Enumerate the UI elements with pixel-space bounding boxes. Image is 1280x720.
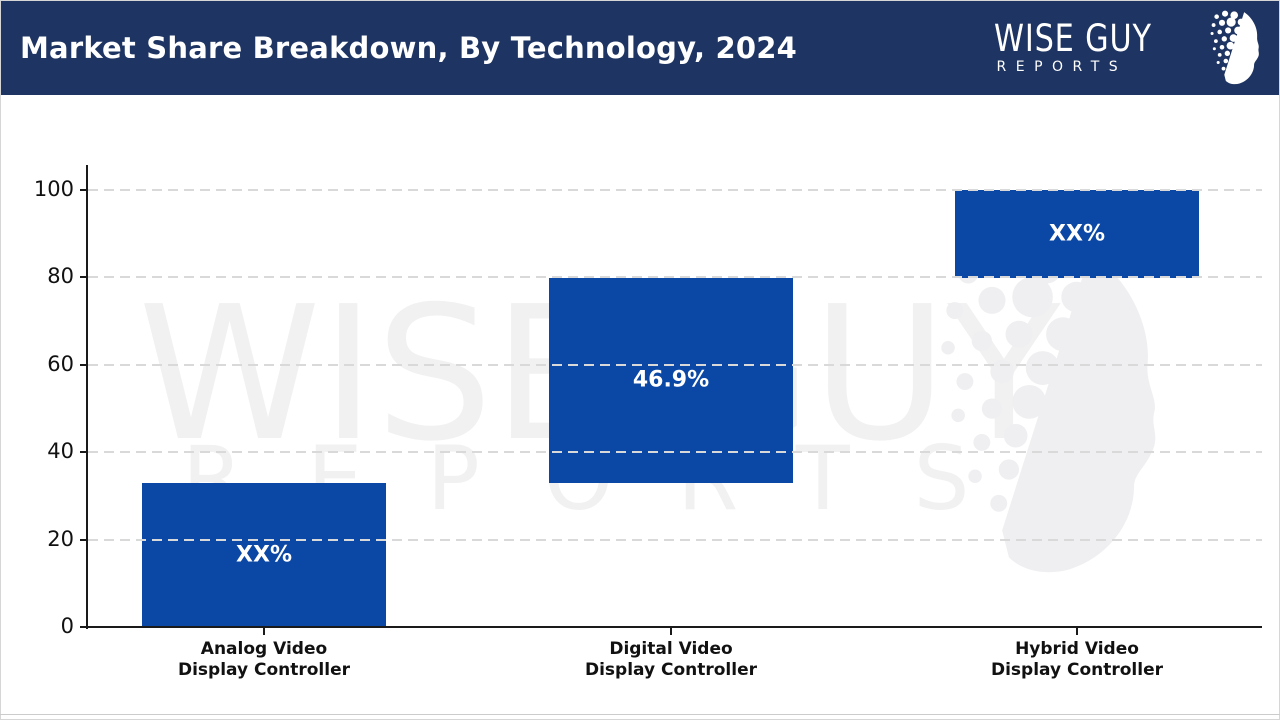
gridline-60 [88, 363, 1262, 366]
bar-hybrid-video-display-controller: XX% [955, 190, 1199, 278]
gridline-80 [88, 276, 1262, 279]
page-title: Market Share Breakdown, By Technology, 2… [20, 30, 798, 65]
y-tick-label-60: 60 [47, 351, 74, 376]
x-category-label-line: Display Controller [584, 660, 758, 680]
logo-head-icon [1210, 10, 1259, 84]
logo-text: WISE GUY REPORTS [993, 17, 1186, 76]
x-tick-mark-hybrid-video-display-controller [1076, 627, 1078, 635]
gridline-40 [88, 451, 1262, 454]
bar-value-label-hybrid-video-display-controller: XX% [1049, 221, 1105, 247]
logo-wordmark: WISE GUY [993, 17, 1152, 60]
x-tick-mark-analog-video-display-controller [263, 627, 265, 635]
y-tick-mark-0 [80, 626, 87, 628]
y-tick-label-0: 0 [60, 614, 74, 638]
y-tick-label-20: 20 [47, 526, 74, 551]
wise-guy-reports-logo: WISE GUY REPORTS [994, 5, 1280, 91]
x-category-label-analog-video-display-controller: Analog Video Display Controller [94, 639, 434, 681]
bar-analog-video-display-controller: XX% [142, 482, 386, 627]
y-tick-mark-40 [80, 451, 87, 454]
bar-value-label-analog-video-display-controller: XX% [236, 542, 292, 568]
y-tick-label-40: 40 [47, 439, 74, 464]
y-axis-line [86, 165, 88, 629]
x-category-label-line: Analog Video [200, 639, 328, 659]
gridline-20 [88, 538, 1262, 541]
x-category-label-hybrid-video-display-controller: Hybrid Video Display Controller [907, 639, 1247, 681]
x-axis-line [86, 626, 1262, 628]
x-category-label-line: Digital Video [609, 639, 733, 659]
bottom-divider [0, 714, 1280, 715]
header-bar: Market Share Breakdown, By Technology, 2… [0, 0, 1280, 95]
x-category-label-line: Display Controller [990, 660, 1164, 680]
y-tick-mark-60 [80, 363, 87, 366]
bar-value-label-digital-video-display-controller: 46.9% [632, 367, 710, 393]
y-tick-mark-100 [80, 189, 87, 191]
x-category-label-line: Display Controller [177, 660, 351, 680]
y-tick-label-100: 100 [33, 177, 74, 201]
bar-digital-video-display-controller: 46.9% [549, 277, 793, 483]
y-tick-label-80: 80 [47, 264, 74, 289]
x-category-label-digital-video-display-controller: Digital Video Display Controller [501, 639, 841, 681]
y-tick-mark-20 [80, 538, 87, 541]
x-category-label-line: Hybrid Video [1015, 639, 1139, 659]
x-tick-mark-digital-video-display-controller [670, 627, 672, 635]
logo-subtitle: REPORTS [996, 59, 1128, 75]
y-tick-mark-80 [80, 276, 87, 279]
gridline-100 [88, 189, 1262, 191]
